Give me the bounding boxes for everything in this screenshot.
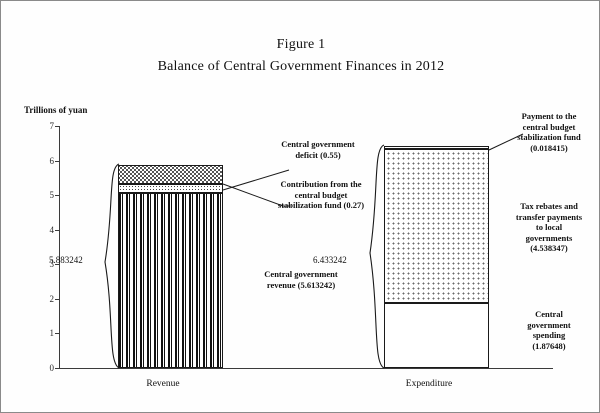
figure-number: Figure 1 <box>276 37 326 52</box>
callout-spending-line-1: Central <box>535 309 563 319</box>
callout-deficit-line-2: deficit (0.55) <box>295 149 341 160</box>
bar-segment-stabilization-fund-contribution[interactable] <box>118 183 223 193</box>
y-tick-label-5: 5 <box>49 190 55 200</box>
callout-spending-line-3: spending <box>532 330 566 340</box>
y-axis-line <box>59 126 60 369</box>
y-tick-3 <box>55 264 59 265</box>
callout-deficit-line-1: Central government <box>281 139 355 149</box>
callout-payment-line-4: (0.018415) <box>530 142 568 153</box>
brace-label-revenue-total: 5.883242 <box>49 255 83 265</box>
y-axis-label: Trillions of yuan <box>24 105 88 115</box>
bar-segment-central-government-deficit[interactable] <box>118 164 223 184</box>
callout-contribution-line-1: Contribution from the <box>280 179 362 189</box>
plot-area: 0 1 2 3 4 5 6 7 <box>50 122 553 373</box>
brace-revenue-total <box>104 163 120 369</box>
bar-segment-central-government-revenue[interactable] <box>118 192 223 368</box>
y-tick-7 <box>55 126 59 127</box>
y-tick-0 <box>55 368 59 369</box>
y-tick-label-2: 2 <box>49 294 55 304</box>
callout-rebates-line-5: (4.538347) <box>530 243 568 253</box>
bar-segment-tax-rebates-transfer-payments[interactable] <box>384 148 489 304</box>
leader-line-deficit <box>222 169 290 191</box>
y-tick-5 <box>55 195 59 196</box>
callout-contribution-line-3: stabilization fund (0.27) <box>277 200 365 210</box>
leader-line-payment <box>488 133 524 151</box>
callout-rebates-line-4: governments <box>525 232 573 243</box>
y-tick-label-7: 7 <box>49 121 55 131</box>
y-tick-label-1: 1 <box>49 328 55 338</box>
callout-spending-line-2: government <box>527 319 571 330</box>
callout-revenue-line-2: revenue (5.613242) <box>266 279 336 290</box>
callout-rebates-line-3: to local <box>535 222 563 232</box>
callout-rebates-line-2: transfer payments <box>515 211 583 222</box>
y-tick-2 <box>55 299 59 300</box>
x-axis-line <box>59 368 553 369</box>
callout-payment-line-2: central budget <box>522 121 576 132</box>
bar-expenditure[interactable] <box>384 145 489 368</box>
callout-tax-rebates-transfer-payments: Tax rebates and transfer payments to loc… <box>501 201 597 254</box>
x-axis-category-revenue: Revenue <box>146 379 180 389</box>
bar-revenue[interactable] <box>118 164 223 368</box>
callout-central-government-deficit: Central government deficit (0.55) <box>253 139 383 160</box>
bar-segment-payment-to-stabilization-fund[interactable] <box>384 145 489 149</box>
callout-payment-line-1: Payment to the <box>521 111 577 121</box>
callout-contribution-line-2: central budget <box>294 189 348 200</box>
y-tick-1 <box>55 333 59 334</box>
callout-revenue-line-1: Central government <box>264 269 338 279</box>
bar-segment-central-government-spending[interactable] <box>384 303 489 368</box>
brace-label-expenditure-total: 6.433242 <box>313 255 347 265</box>
y-tick-label-4: 4 <box>49 225 55 235</box>
y-tick-label-3: 3 <box>49 259 55 269</box>
figure-title: Balance of Central Government Finances i… <box>157 59 445 74</box>
callout-rebates-line-1: Tax rebates and <box>520 201 578 211</box>
y-tick-4 <box>55 230 59 231</box>
callout-stabilization-fund-contribution: Contribution from the central budget sta… <box>251 179 391 211</box>
y-tick-label-6: 6 <box>49 156 55 166</box>
callout-central-government-revenue: Central government revenue (5.613242) <box>236 269 366 290</box>
y-tick-6 <box>55 161 59 162</box>
callout-central-government-spending: Central government spending (1.87648) <box>501 309 597 351</box>
callout-spending-line-4: (1.87648) <box>532 340 566 351</box>
brace-expenditure-total <box>369 144 385 369</box>
y-tick-label-0: 0 <box>49 363 55 373</box>
leader-line-contribution <box>222 183 291 207</box>
callout-payment-to-stabilization-fund: Payment to the central budget stabilizat… <box>501 111 597 153</box>
callout-payment-line-3: stabilization fund <box>517 132 581 142</box>
x-axis-category-expenditure: Expenditure <box>405 379 453 389</box>
